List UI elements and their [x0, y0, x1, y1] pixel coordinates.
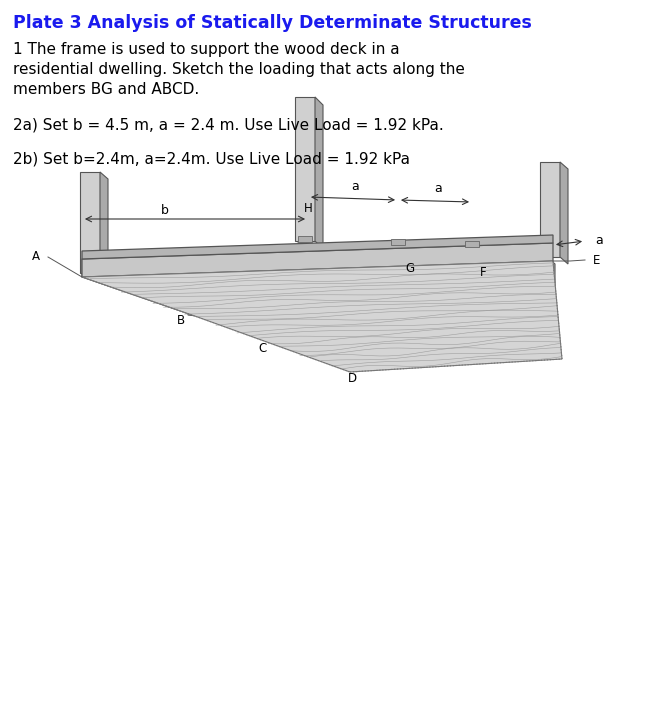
Text: a: a: [595, 233, 603, 247]
Polygon shape: [465, 241, 479, 247]
Polygon shape: [82, 261, 562, 372]
Polygon shape: [547, 257, 555, 359]
Polygon shape: [548, 243, 557, 357]
Text: H: H: [304, 202, 313, 216]
Polygon shape: [315, 97, 323, 249]
Text: B: B: [177, 315, 185, 327]
Text: b: b: [161, 204, 169, 216]
Polygon shape: [298, 242, 314, 297]
Text: a: a: [351, 180, 359, 194]
Polygon shape: [391, 245, 407, 301]
Polygon shape: [527, 257, 547, 352]
Polygon shape: [188, 297, 558, 357]
Polygon shape: [465, 247, 481, 304]
Text: Plate 3 Analysis of Statically Determinate Structures: Plate 3 Analysis of Statically Determina…: [13, 14, 532, 32]
Text: 2a) Set b = 4.5 m, a = 2.4 m. Use Live Load = 1.92 kPa.: 2a) Set b = 4.5 m, a = 2.4 m. Use Live L…: [13, 117, 444, 132]
Polygon shape: [82, 243, 553, 277]
Text: 2b) Set b=2.4m, a=2.4m. Use Live Load = 1.92 kPa: 2b) Set b=2.4m, a=2.4m. Use Live Load = …: [13, 152, 410, 167]
Text: F: F: [480, 266, 487, 279]
Text: A: A: [32, 250, 40, 264]
Text: 1 The frame is used to support the wood deck in a
residential dwelling. Sketch t: 1 The frame is used to support the wood …: [13, 42, 465, 97]
Polygon shape: [298, 236, 312, 242]
Polygon shape: [80, 172, 100, 273]
Text: a: a: [434, 182, 442, 196]
Polygon shape: [391, 239, 405, 245]
Text: G: G: [405, 262, 414, 276]
Text: E: E: [593, 254, 601, 267]
Polygon shape: [82, 259, 192, 315]
Polygon shape: [100, 172, 108, 280]
Text: C: C: [259, 342, 267, 356]
Polygon shape: [82, 235, 553, 259]
Polygon shape: [295, 97, 315, 241]
Polygon shape: [540, 162, 560, 257]
Polygon shape: [560, 162, 568, 264]
Text: D: D: [348, 373, 357, 385]
